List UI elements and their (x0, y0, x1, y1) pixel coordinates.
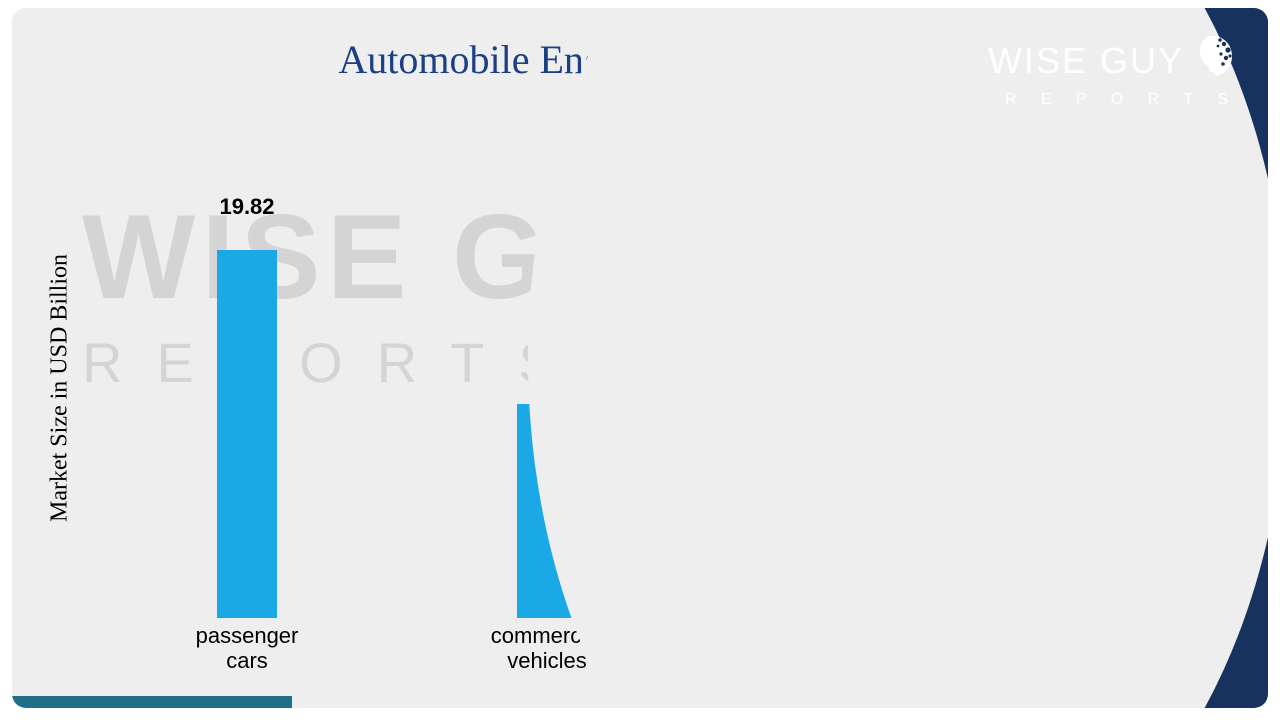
bottom-accent-bar (12, 696, 292, 708)
card: WISE GUY REPORTS Automobile Engine Camsh… (12, 8, 1268, 708)
head-icon (1190, 32, 1238, 89)
stage: WISE GUY REPORTS Automobile Engine Camsh… (0, 0, 1280, 720)
bar-0 (217, 250, 277, 618)
y-axis-label: Market Size in USD Billion (47, 254, 74, 522)
brand-logo: WISE GUY R E P O R T S (988, 32, 1238, 109)
bar-value-0: 19.82 (219, 194, 274, 220)
brand-subtext: R E P O R T S (988, 91, 1238, 109)
right-panel (948, 8, 1268, 708)
x-label-0: passengercars (196, 623, 299, 674)
brand-text: WISE GUY (988, 40, 1184, 82)
